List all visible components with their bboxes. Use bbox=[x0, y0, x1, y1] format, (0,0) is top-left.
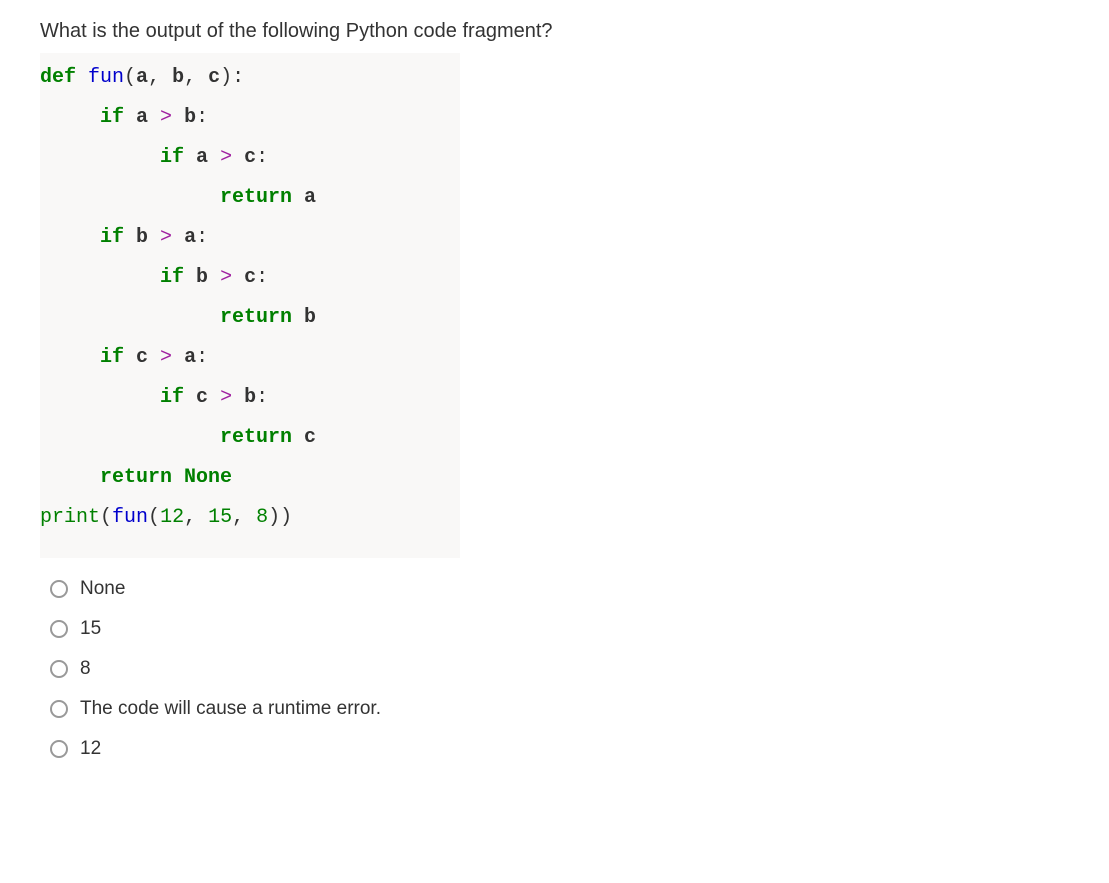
question-container: What is the output of the following Pyth… bbox=[0, 0, 1109, 798]
code-line: return a bbox=[40, 178, 460, 218]
code-line: return c bbox=[40, 418, 460, 458]
option-row: 8 bbox=[50, 658, 1069, 680]
code-line: print(fun(12, 15, 8)) bbox=[40, 498, 460, 538]
option-row: 12 bbox=[50, 738, 1069, 760]
code-line: if a > c: bbox=[40, 138, 460, 178]
option-label: None bbox=[80, 578, 125, 600]
code-line: if b > c: bbox=[40, 258, 460, 298]
code-line: return None bbox=[40, 458, 460, 498]
option-row: None bbox=[50, 578, 1069, 600]
radio-icon[interactable] bbox=[50, 660, 68, 678]
option-label: The code will cause a runtime error. bbox=[80, 698, 381, 720]
radio-icon[interactable] bbox=[50, 620, 68, 638]
code-block: def fun(a, b, c): if a > b: if a > c: re… bbox=[40, 53, 460, 558]
option-row: The code will cause a runtime error. bbox=[50, 698, 1069, 720]
code-line: if c > b: bbox=[40, 378, 460, 418]
code-line: if a > b: bbox=[40, 98, 460, 138]
code-line: if b > a: bbox=[40, 218, 460, 258]
option-label: 8 bbox=[80, 658, 91, 680]
radio-icon[interactable] bbox=[50, 700, 68, 718]
option-label: 15 bbox=[80, 618, 101, 640]
code-line: if c > a: bbox=[40, 338, 460, 378]
question-prompt: What is the output of the following Pyth… bbox=[40, 20, 1069, 43]
option-label: 12 bbox=[80, 738, 101, 760]
radio-icon[interactable] bbox=[50, 740, 68, 758]
option-row: 15 bbox=[50, 618, 1069, 640]
code-line: return b bbox=[40, 298, 460, 338]
code-line: def fun(a, b, c): bbox=[40, 58, 460, 98]
options-list: None 15 8 The code will cause a runtime … bbox=[40, 578, 1069, 760]
radio-icon[interactable] bbox=[50, 580, 68, 598]
